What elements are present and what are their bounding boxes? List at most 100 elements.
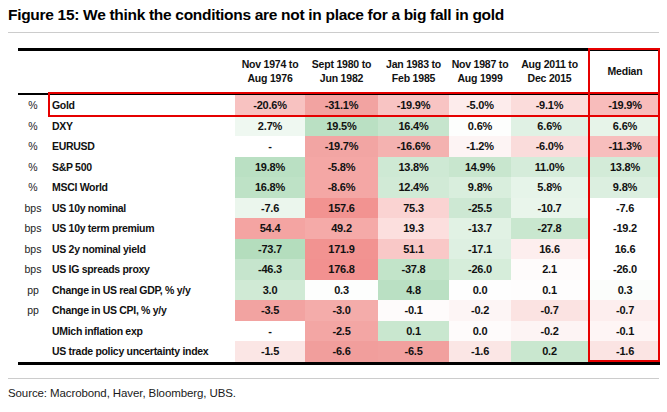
table-row: bpsUS 10y nominal-7.6157.675.3-25.5-10.7… <box>18 198 660 219</box>
value-cell: 3.0 <box>235 280 305 301</box>
row-label: Change in US CPI, % y/y <box>48 300 235 321</box>
column-header-line1: Median <box>590 65 660 79</box>
value-cell: 2.1 <box>511 259 588 280</box>
value-cell: -0.2 <box>449 300 511 321</box>
value-cell: 49.2 <box>305 218 378 239</box>
median-value-cell: 16.6 <box>590 239 660 260</box>
value-cell: 0.6% <box>449 116 511 137</box>
median-value-cell: -7.6 <box>590 198 660 219</box>
row-unit-label: pp <box>18 300 48 321</box>
row-label: DXY <box>48 116 235 137</box>
row-label: US trade policy uncertainty index <box>48 341 235 362</box>
value-cell: 19.5% <box>305 116 378 137</box>
source-text: Source: Macrobond, Haver, Bloomberg, UBS… <box>8 387 236 399</box>
value-cell: 157.6 <box>305 198 378 219</box>
value-cell: 16.6 <box>511 239 588 260</box>
median-value-cell: -0.1 <box>590 321 660 342</box>
median-value-cell: 0.3 <box>590 280 660 301</box>
value-cell: 11.0% <box>511 157 588 178</box>
title-divider <box>8 32 659 33</box>
heatmap-table: Nov 1974 toAug 1976Sept 1980 toJun 1982J… <box>18 48 660 365</box>
value-cell: -17.1 <box>449 239 511 260</box>
value-cell: -8.6% <box>305 177 378 198</box>
value-cell: -0.2 <box>511 321 588 342</box>
value-cell: 75.3 <box>378 198 449 219</box>
table-row: bpsUS 10y term premium54.449.219.3-13.7-… <box>18 218 660 239</box>
row-unit-label: % <box>18 116 48 137</box>
value-cell: -73.7 <box>235 239 305 260</box>
table-row: bpsUS 2y nominal yield-73.7171.951.1-17.… <box>18 239 660 260</box>
row-label: US IG spreads proxy <box>48 259 235 280</box>
value-cell: -26.0 <box>449 259 511 280</box>
value-cell: -6.5 <box>378 341 449 362</box>
column-header-period: Nov 1974 toAug 1976 <box>235 58 305 85</box>
value-cell: -19.7% <box>305 136 378 157</box>
source-divider <box>8 378 659 379</box>
value-cell: -6.0% <box>511 136 588 157</box>
table-row: %S&P 50019.8%-5.8%13.8%14.9%11.0%13.8% <box>18 157 660 178</box>
value-cell: 16.8% <box>235 177 305 198</box>
column-header-line1: Sept 1980 to <box>305 58 378 72</box>
value-cell: 0.0 <box>449 280 511 301</box>
column-header-line2: Aug 1976 <box>235 72 305 86</box>
value-cell: 4.8 <box>378 280 449 301</box>
table-row: %MSCI World16.8%-8.6%12.4%9.8%5.8%9.8% <box>18 177 660 198</box>
value-cell: -1.2% <box>449 136 511 157</box>
value-cell: 9.8% <box>449 177 511 198</box>
table-row: %Gold-20.6%-31.1%-19.9%-5.0%-9.1%-19.9% <box>18 95 660 116</box>
table-row: US trade policy uncertainty index-1.5-6.… <box>18 341 660 362</box>
value-cell: -20.6% <box>235 95 305 116</box>
value-cell: -13.7 <box>449 218 511 239</box>
column-header-line2: Jun 1982 <box>305 72 378 86</box>
row-label: UMich inflation exp <box>48 321 235 342</box>
row-label: Gold <box>48 95 235 116</box>
value-cell: -16.6% <box>378 136 449 157</box>
row-label: MSCI World <box>48 177 235 198</box>
median-value-cell: 9.8% <box>590 177 660 198</box>
value-cell: - <box>235 321 305 342</box>
value-cell: 13.8% <box>378 157 449 178</box>
row-unit-label <box>18 341 48 362</box>
row-label: US 2y nominal yield <box>48 239 235 260</box>
value-cell: -0.7 <box>511 300 588 321</box>
value-cell: -27.8 <box>511 218 588 239</box>
value-cell: 16.4% <box>378 116 449 137</box>
value-cell: -5.8% <box>305 157 378 178</box>
value-cell: -7.6 <box>235 198 305 219</box>
column-header-median: Median <box>590 65 660 79</box>
row-label: S&P 500 <box>48 157 235 178</box>
table-row: %EURUSD--19.7%-16.6%-1.2%-6.0%-11.3% <box>18 136 660 157</box>
row-label: US 10y term premium <box>48 218 235 239</box>
column-header-line2: Aug 1999 <box>449 72 511 86</box>
value-cell: 12.4% <box>378 177 449 198</box>
value-cell: -19.9% <box>378 95 449 116</box>
row-unit-label: bps <box>18 218 48 239</box>
column-header-line1: Aug 2011 to <box>511 58 588 72</box>
column-header-line1: Jan 1983 to <box>378 58 449 72</box>
value-cell: 2.7% <box>235 116 305 137</box>
median-value-cell: -1.6 <box>590 341 660 362</box>
row-unit-label: bps <box>18 198 48 219</box>
table-row: ppChange in US CPI, % y/y-3.5-3.0-0.1-0.… <box>18 300 660 321</box>
value-cell: 171.9 <box>305 239 378 260</box>
median-value-cell: 6.6% <box>590 116 660 137</box>
value-cell: -10.7 <box>511 198 588 219</box>
value-cell: 54.4 <box>235 218 305 239</box>
median-value-cell: -19.2 <box>590 218 660 239</box>
value-cell: -0.1 <box>378 300 449 321</box>
value-cell: 14.9% <box>449 157 511 178</box>
value-cell: 19.3 <box>378 218 449 239</box>
median-value-cell: -11.3% <box>590 136 660 157</box>
value-cell: - <box>235 136 305 157</box>
value-cell: -9.1% <box>511 95 588 116</box>
value-cell: -3.0 <box>305 300 378 321</box>
median-value-cell: -26.0 <box>590 259 660 280</box>
median-value-cell: -0.7 <box>590 300 660 321</box>
value-cell: -1.6 <box>449 341 511 362</box>
row-unit-label: pp <box>18 280 48 301</box>
value-cell: -5.0% <box>449 95 511 116</box>
row-unit-label: % <box>18 95 48 116</box>
value-cell: -6.6 <box>305 341 378 362</box>
row-unit-label <box>18 321 48 342</box>
column-header-period: Aug 2011 toDec 2015 <box>511 58 588 85</box>
